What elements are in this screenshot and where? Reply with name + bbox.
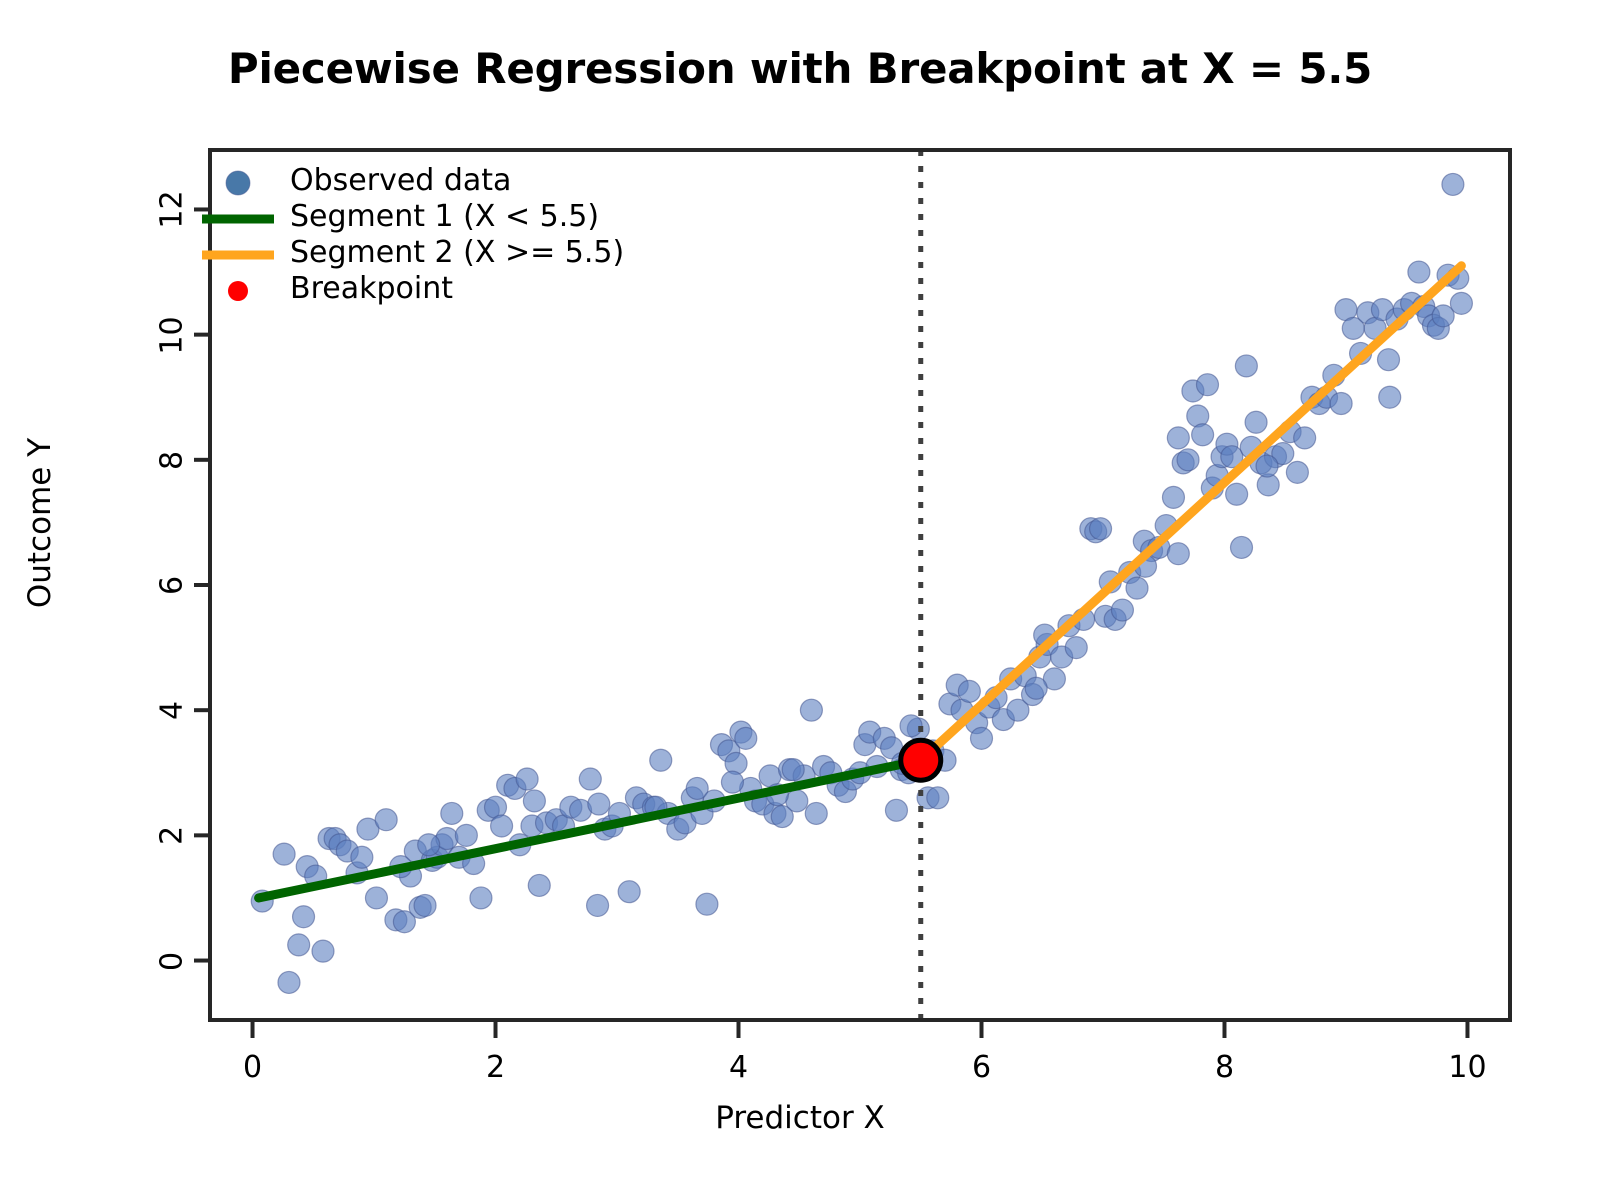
legend-label: Segment 2 (X >= 5.5) [290,235,625,270]
legend-label: Observed data [290,163,512,198]
data-point [587,792,611,816]
data-point [1088,517,1113,541]
data-point [522,789,546,813]
data-point [685,776,709,801]
regression-line-segment-2 [916,261,1466,765]
data-point [1234,354,1258,378]
data-point [527,873,551,898]
y-tick-label: 8 [154,450,190,470]
data-point [1229,535,1254,560]
data-point [515,767,539,791]
y-tick-label: 4 [154,701,190,721]
data-point [454,823,478,847]
data-point [1064,635,1088,660]
data-point [364,886,389,910]
y-tick-label: 6 [154,575,190,596]
data-point [392,910,416,934]
data-point [1220,445,1244,469]
data-point [1166,542,1190,566]
data-point [1378,385,1402,409]
data-point [291,905,316,929]
data-point [649,748,673,772]
legend-marks [202,170,274,301]
data-point [1293,426,1317,450]
legend-label: Breakpoint [290,271,453,306]
data-point [969,726,994,750]
x-axis-label: Predictor X [715,1100,885,1136]
data-point [1125,576,1149,600]
data-point [899,714,923,738]
data-point [1042,667,1066,691]
data-point [1431,304,1455,328]
data-point [1329,391,1353,416]
data-point [1271,441,1295,466]
data-point [1449,291,1474,315]
data-point [1191,423,1215,447]
data-point [1376,348,1401,372]
axis-ticks [194,207,1470,1038]
data-point [1285,460,1309,484]
x-tick-label: 10 [1448,1050,1487,1085]
data-point [1024,676,1048,700]
data-point [781,758,805,782]
data-point [1225,482,1249,506]
data-point [884,798,909,822]
data-point [1176,448,1200,472]
data-point [578,767,602,791]
data-point [804,801,828,826]
data-point [1407,260,1431,284]
data-point [585,893,610,918]
legend-marker-circle [228,281,248,301]
data-point [734,726,758,750]
data-point [356,817,380,841]
regression-line-segment-1 [254,755,926,903]
data-point [770,804,794,829]
data-point [1161,485,1186,509]
data-point [1441,172,1465,197]
chart-title: Piecewise Regression with Breakpoint at … [227,44,1373,93]
data-point [695,892,719,916]
data-point [1006,698,1030,722]
data-point [1166,426,1190,450]
data-point [724,751,748,775]
data-point [926,786,950,810]
data-point [413,893,437,918]
x-tick-label: 8 [1214,1050,1235,1085]
data-point [785,789,809,813]
data-point [1110,598,1135,622]
data-point [374,808,398,832]
x-tick-label: 2 [485,1050,506,1085]
data-point [617,880,641,904]
y-tick-label: 2 [154,826,190,846]
data-point [440,801,464,826]
data-point [1244,410,1268,434]
y-tick-label: 10 [154,316,190,355]
breakpoint-marker [898,737,944,783]
x-tick-label: 0 [242,1050,263,1085]
x-tick-label: 6 [971,1050,992,1085]
data-point [417,833,441,857]
y-tick-label: 0 [154,951,190,971]
data-point [957,679,981,704]
legend-label: Segment 1 (X < 5.5) [290,199,600,234]
y-tick-label: 12 [154,190,190,230]
data-point [277,970,301,995]
x-tick-label: 4 [728,1050,749,1085]
data-point [489,814,514,838]
data-point [287,933,311,957]
data-point [720,770,745,794]
data-point [1195,373,1220,397]
data-point [311,939,335,963]
data-point [350,845,374,869]
data-point [1255,454,1279,478]
data-point [272,842,296,866]
data-point [469,886,493,910]
legend-marker-circle [225,170,251,196]
data-point [799,698,824,722]
